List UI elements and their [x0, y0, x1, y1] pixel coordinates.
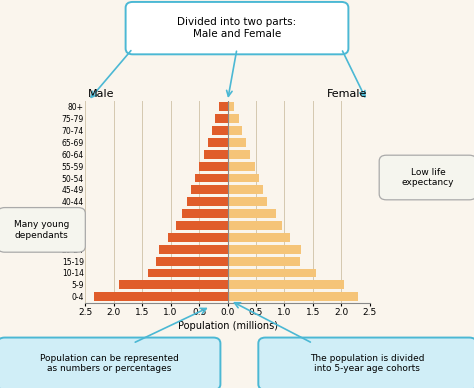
Text: Male: Male	[88, 88, 115, 99]
FancyBboxPatch shape	[0, 338, 220, 388]
Bar	[211, 126, 228, 135]
Bar	[176, 221, 228, 230]
Bar	[228, 221, 282, 230]
Bar	[228, 185, 263, 194]
Bar	[228, 162, 255, 171]
Bar	[94, 292, 228, 301]
Bar	[156, 256, 228, 265]
Bar	[199, 162, 228, 171]
FancyBboxPatch shape	[126, 2, 348, 54]
Bar	[228, 292, 358, 301]
X-axis label: Population (millions): Population (millions)	[178, 321, 277, 331]
Bar	[228, 233, 290, 242]
Text: Low life
expectancy: Low life expectancy	[402, 168, 454, 187]
Bar	[119, 281, 228, 289]
Bar	[228, 150, 250, 159]
Text: Population can be represented
as numbers or percentages: Population can be represented as numbers…	[40, 354, 178, 373]
Bar	[219, 102, 228, 111]
Bar	[228, 281, 344, 289]
Text: Female: Female	[327, 88, 367, 99]
Bar	[228, 256, 301, 265]
Bar	[191, 185, 228, 194]
Bar	[204, 150, 228, 159]
Bar	[215, 114, 228, 123]
FancyBboxPatch shape	[379, 155, 474, 200]
Text: Divided into two parts:
Male and Female: Divided into two parts: Male and Female	[177, 17, 297, 39]
Bar	[228, 173, 259, 182]
Text: Many young
dependants: Many young dependants	[14, 220, 69, 240]
FancyBboxPatch shape	[258, 338, 474, 388]
Bar	[194, 173, 228, 182]
Bar	[208, 138, 228, 147]
Text: The population is divided
into 5-year age cohorts: The population is divided into 5-year ag…	[310, 354, 425, 373]
Bar	[228, 245, 301, 254]
Bar	[228, 102, 234, 111]
Bar	[228, 114, 239, 123]
Bar	[228, 138, 246, 147]
Bar	[228, 209, 276, 218]
Bar	[228, 268, 316, 277]
Bar	[228, 197, 267, 206]
Bar	[159, 245, 228, 254]
Bar	[168, 233, 228, 242]
Bar	[182, 209, 228, 218]
Bar	[187, 197, 228, 206]
Bar	[148, 268, 228, 277]
Bar	[228, 126, 242, 135]
FancyBboxPatch shape	[0, 208, 85, 252]
